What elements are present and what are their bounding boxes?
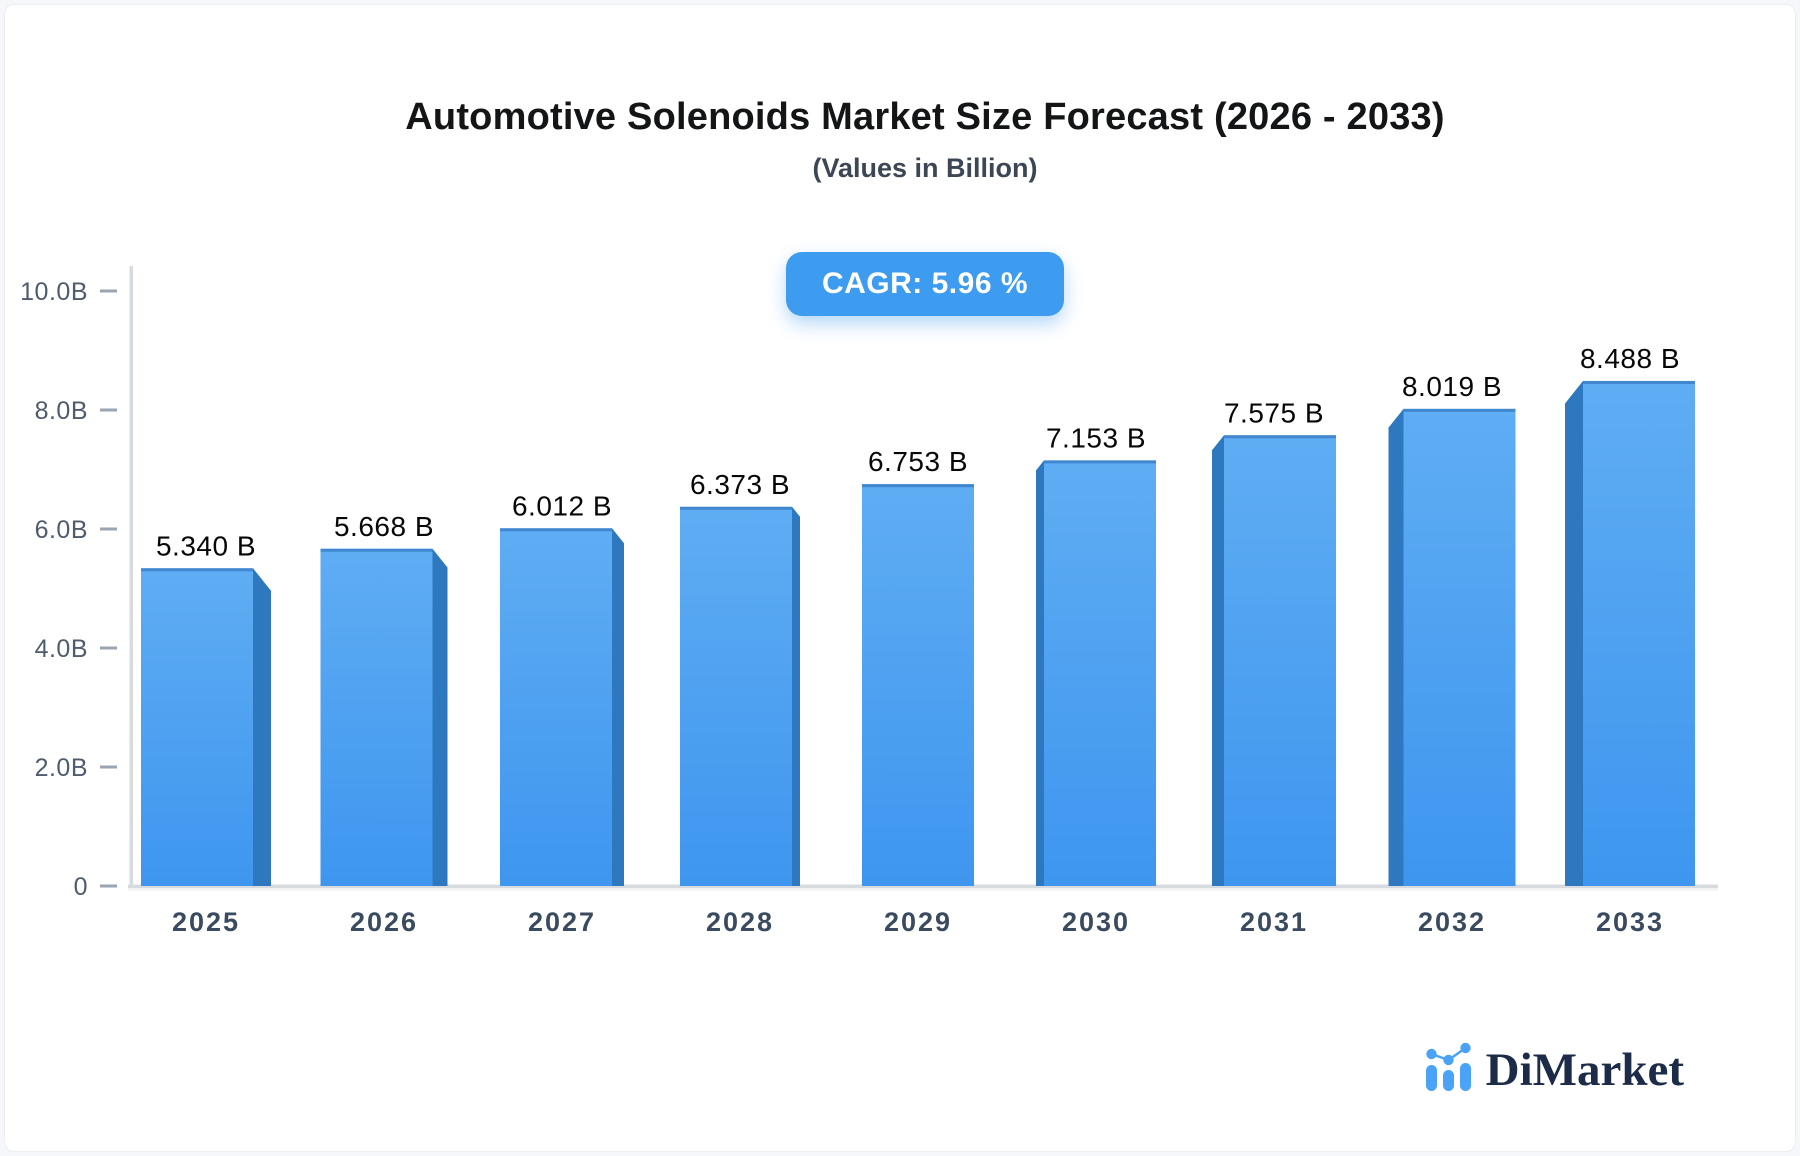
y-tick-mark: [100, 289, 117, 293]
bar-top-edge: [320, 548, 433, 552]
bar-2025: 5.340 B 2025: [141, 530, 271, 937]
y-tick-mark: [100, 646, 117, 650]
bar-front-face: [1044, 460, 1156, 886]
bar-value-label: 8.488 B: [1580, 343, 1680, 374]
x-axis-label-2028: 2028: [706, 907, 774, 937]
bar-value-label: 7.575 B: [1224, 397, 1324, 428]
y-tick-mark: [100, 527, 117, 531]
bar-value-label: 6.012 B: [512, 490, 612, 521]
x-axis-shadow: [128, 888, 1718, 891]
bar-top-edge: [1583, 380, 1695, 384]
badge-row: CAGR: 5.96 %: [45, 252, 1800, 316]
y-tick-label: 4.0B: [35, 635, 88, 663]
y-tick-label: 6.0B: [35, 516, 88, 544]
x-axis-label-2029: 2029: [884, 907, 952, 937]
bar-top-edge: [141, 568, 253, 572]
y-tick-label: 8.0B: [35, 397, 88, 425]
y-tick-mark: [100, 408, 117, 412]
bar-value-label: 5.668 B: [334, 511, 434, 542]
bar-value-label: 6.753 B: [868, 446, 968, 477]
bar-top-edge: [680, 506, 792, 510]
x-axis-line: [128, 884, 1718, 888]
chart-header: Automotive Solenoids Market Size Forecas…: [45, 96, 1800, 184]
bar-front-face: [1224, 435, 1336, 886]
bar-value-label: 8.019 B: [1402, 371, 1502, 402]
bar-side-face: [253, 568, 271, 886]
bar-2032: 8.019 B 2032: [1388, 371, 1516, 937]
bar-side-face: [1036, 460, 1044, 886]
brand-logo: DiMarket: [1425, 1038, 1684, 1095]
bar-top-edge: [862, 484, 974, 488]
y-axis-line: [129, 266, 133, 888]
bar-front-face: [680, 506, 792, 886]
x-axis-label-2025: 2025: [172, 907, 240, 937]
bar-chart-trend-icon: [1425, 1042, 1471, 1091]
y-tick-label: 10.0B: [20, 278, 88, 306]
bar-2027: 6.012 B 2027: [500, 490, 624, 937]
chart-title: Automotive Solenoids Market Size Forecas…: [405, 96, 1445, 138]
x-axis-label-2027: 2027: [528, 907, 596, 937]
bar-side-face: [792, 506, 800, 886]
bar-top-edge: [1224, 435, 1336, 439]
x-axis-label-2033: 2033: [1596, 907, 1664, 937]
chart-subtitle: (Values in Billion): [812, 153, 1038, 183]
bar-value-label: 5.340 B: [156, 530, 256, 561]
bar-top-edge: [1403, 408, 1516, 412]
bar-2031: 7.575 B 2031: [1212, 397, 1336, 937]
bar-side-face: [432, 548, 448, 886]
bar-2028: 6.373 B 2028: [680, 469, 800, 937]
y-tick-label: 2.0B: [35, 754, 88, 782]
bar-front-face: [500, 528, 612, 886]
bar-2029: 6.753 B 2029: [862, 446, 974, 937]
bar-2030: 7.153 B 2030: [1036, 422, 1156, 937]
bar-2026: 5.668 B 2026: [320, 511, 448, 937]
bar-side-face: [1212, 435, 1224, 886]
bar-front-face: [1583, 380, 1695, 886]
x-axis-label-2032: 2032: [1418, 907, 1486, 937]
bar-top-edge: [500, 528, 612, 532]
y-tick-mark: [100, 765, 117, 769]
bar-front-face: [320, 548, 433, 886]
y-tick-mark: [100, 884, 117, 888]
bar-side-face: [1565, 380, 1583, 886]
cagr-badge: CAGR: 5.96 %: [785, 252, 1065, 316]
x-axis-label-2026: 2026: [350, 907, 418, 937]
x-axis-label-2031: 2031: [1240, 907, 1308, 937]
bar-side-face: [1388, 408, 1404, 886]
bar-side-face: [612, 528, 624, 886]
bar-value-label: 6.373 B: [690, 469, 790, 500]
bar-front-face: [862, 484, 974, 886]
bar-value-label: 7.153 B: [1046, 422, 1146, 453]
bar-2033: 8.488 B 2033: [1565, 343, 1695, 937]
x-axis-label-2030: 2030: [1062, 907, 1130, 937]
bar-top-edge: [1044, 460, 1156, 464]
y-tick-label: 0: [74, 873, 88, 901]
bar-front-face: [1403, 408, 1516, 886]
bar-front-face: [141, 568, 253, 886]
brand-logo-text: DiMarket: [1485, 1043, 1684, 1096]
